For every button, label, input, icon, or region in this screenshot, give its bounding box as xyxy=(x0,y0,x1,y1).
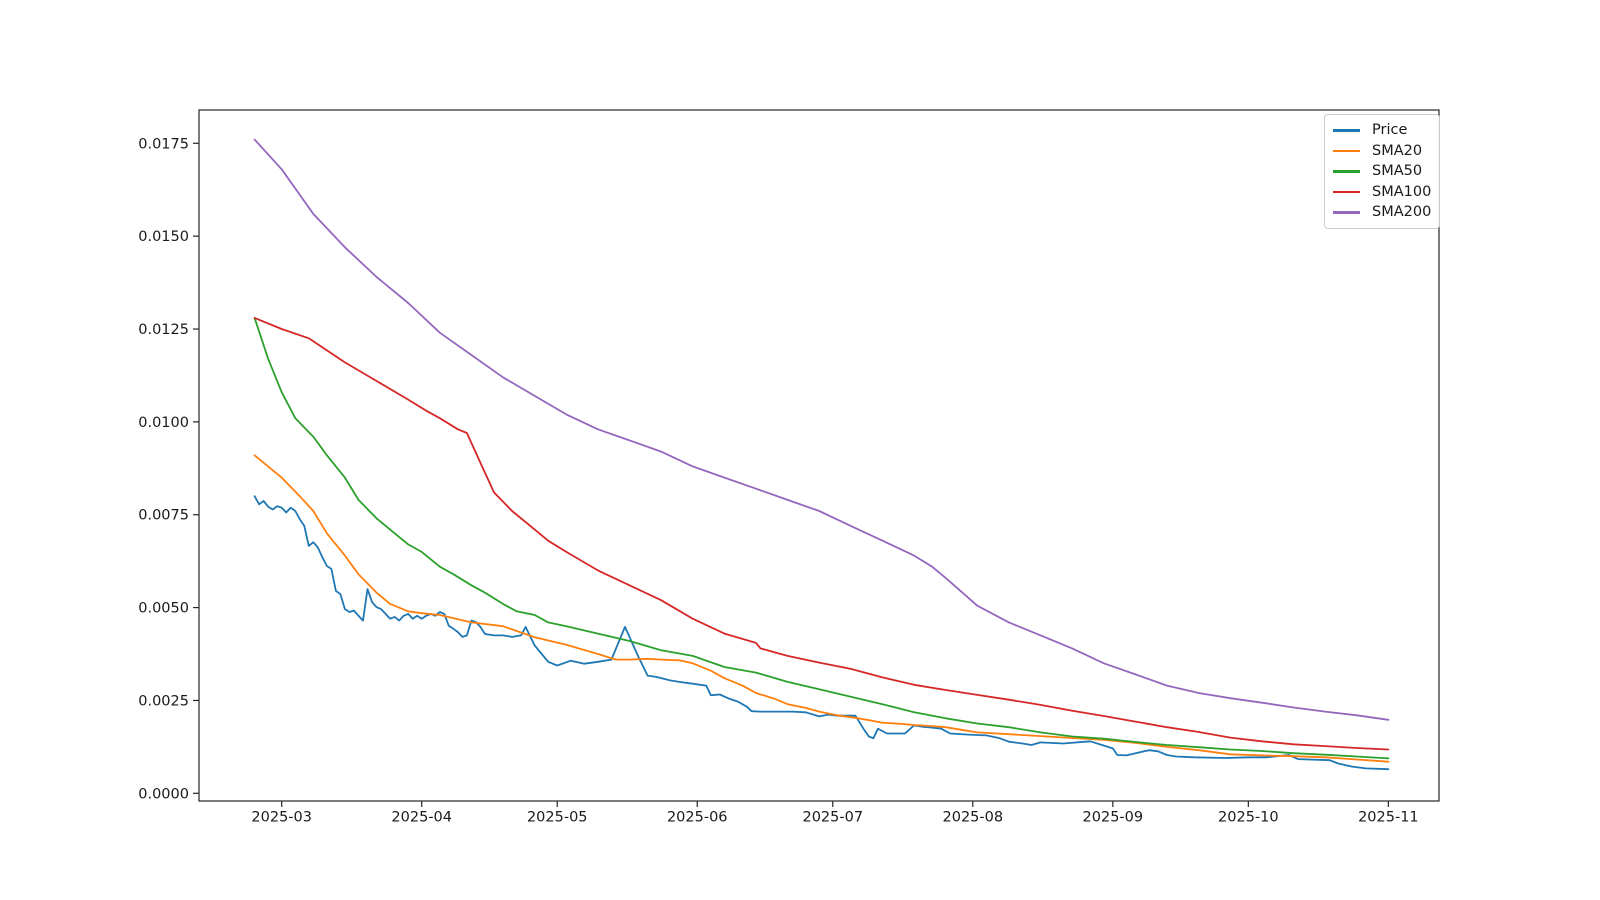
series-line-sma200 xyxy=(253,138,1390,721)
y-tick-label: 0.0150 xyxy=(138,229,189,245)
y-tick-label: 0.0125 xyxy=(138,322,189,338)
legend: Price SMA20 SMA50 SMA100 SMA200 xyxy=(1324,114,1441,229)
x-tick-label: 2025-11 xyxy=(1358,810,1419,826)
legend-entry-sma200: SMA200 xyxy=(1333,202,1431,223)
series-line-price xyxy=(253,495,1390,771)
legend-line-sample-icon xyxy=(1333,149,1360,153)
legend-line-sample-icon xyxy=(1333,211,1360,214)
y-tick-label: 0.0175 xyxy=(138,136,189,152)
legend-label: SMA100 xyxy=(1372,183,1432,200)
legend-label: SMA200 xyxy=(1372,204,1432,221)
y-tick-label: 0.0100 xyxy=(138,415,189,431)
x-tick-label: 2025-05 xyxy=(527,810,588,826)
series-line-sma20 xyxy=(253,454,1390,763)
x-tick-label: 2025-09 xyxy=(1083,810,1144,826)
legend-entry-sma100: SMA100 xyxy=(1333,182,1431,203)
legend-line-sample-icon xyxy=(1333,129,1360,132)
legend-label: SMA50 xyxy=(1372,163,1423,180)
series-line-sma100 xyxy=(253,316,1390,751)
x-tick-label: 2025-04 xyxy=(391,810,452,826)
y-tick-label: 0.0025 xyxy=(138,693,189,709)
y-tick-label: 0.0000 xyxy=(138,786,189,802)
y-tick-label: 0.0050 xyxy=(138,601,189,617)
x-tick-label: 2025-10 xyxy=(1218,810,1279,826)
legend-label: Price xyxy=(1372,122,1408,139)
legend-line-sample-icon xyxy=(1333,170,1360,173)
legend-entry-sma50: SMA50 xyxy=(1333,161,1431,182)
x-tick-label: 2025-03 xyxy=(251,810,312,826)
series-line-sma50 xyxy=(253,316,1390,760)
legend-entry-price: Price xyxy=(1333,120,1431,141)
x-tick-label: 2025-07 xyxy=(802,810,863,826)
legend-label: SMA20 xyxy=(1372,142,1423,159)
y-tick-label: 0.0075 xyxy=(138,508,189,524)
x-tick-label: 2025-06 xyxy=(667,810,728,826)
legend-entry-sma20: SMA20 xyxy=(1333,141,1431,162)
axes-frame xyxy=(198,109,1440,802)
x-tick-label: 2025-08 xyxy=(943,810,1004,826)
legend-line-sample-icon xyxy=(1333,190,1360,194)
